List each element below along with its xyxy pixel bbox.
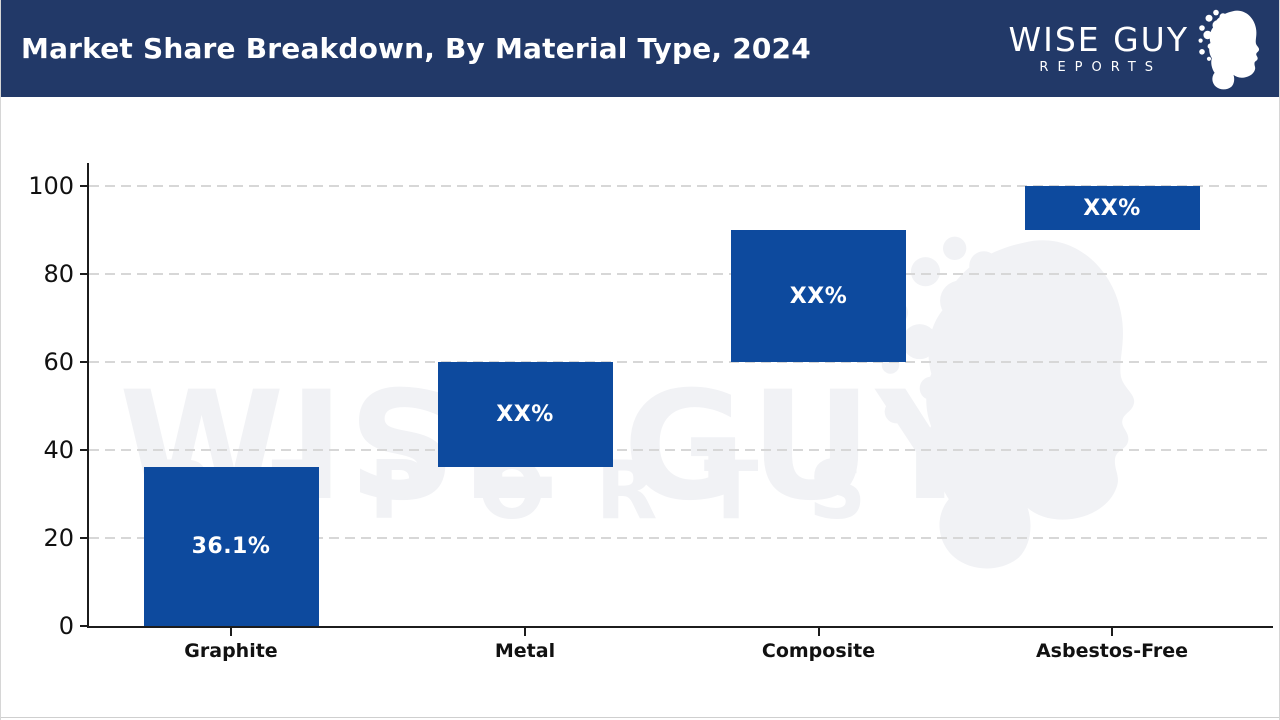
- bar-graphite: 36.1%: [143, 467, 319, 626]
- brand-subtitle: REPORTS: [1039, 59, 1163, 75]
- bar-value-label: XX%: [1083, 195, 1141, 221]
- y-tick-0: [80, 625, 89, 627]
- bar-composite: XX%: [731, 230, 906, 362]
- y-tick-100: [80, 185, 89, 187]
- category-label-asbestos-free: Asbestos-Free: [1035, 640, 1189, 662]
- y-tick-80: [80, 273, 89, 275]
- y-tick-40: [80, 449, 89, 451]
- gridline-80: [89, 273, 1273, 275]
- category-label-composite: Composite: [761, 640, 876, 662]
- header-bar: Market Share Breakdown, By Material Type…: [1, 0, 1279, 97]
- y-tick-label-60: 60: [43, 348, 74, 376]
- y-tick-label-20: 20: [43, 524, 74, 552]
- x-tick-composite: [817, 628, 820, 636]
- bar-asbestos-free: XX%: [1024, 186, 1200, 230]
- brand-logo: WISE GUY REPORTS: [1008, 6, 1269, 92]
- category-label-graphite: Graphite: [184, 640, 278, 662]
- chart-region: WISE GUY REPORTS 0 20 40 60 80 100 36.1% XX% XX%…: [1, 97, 1279, 717]
- x-tick-graphite: [230, 628, 232, 636]
- y-tick-label-80: 80: [43, 260, 74, 288]
- x-tick-asbestos-free: [1111, 628, 1113, 636]
- y-tick-label-0: 0: [58, 612, 74, 640]
- y-axis: [87, 163, 89, 628]
- y-tick-label-100: 100: [28, 172, 74, 200]
- x-tick-metal: [524, 628, 526, 636]
- bar-metal: XX%: [437, 362, 613, 468]
- gridline-40: [89, 449, 1273, 451]
- x-axis: [87, 626, 1273, 628]
- bar-value-label: 36.1%: [191, 534, 271, 560]
- page-title: Market Share Breakdown, By Material Type…: [21, 32, 811, 65]
- brand-name: WISE GUY: [1008, 20, 1189, 60]
- brand-text: WISE GUY REPORTS: [1008, 23, 1189, 75]
- bar-value-label: XX%: [496, 402, 554, 428]
- gridline-100: [89, 185, 1273, 187]
- y-tick-60: [80, 361, 89, 363]
- gridline-60: [89, 361, 1273, 363]
- y-tick-20: [80, 537, 89, 539]
- bottom-border-line: [1, 717, 1279, 718]
- gridline-20: [89, 537, 1273, 539]
- bar-value-label: XX%: [789, 283, 848, 309]
- category-label-metal: Metal: [494, 640, 556, 662]
- y-tick-label-40: 40: [43, 436, 74, 464]
